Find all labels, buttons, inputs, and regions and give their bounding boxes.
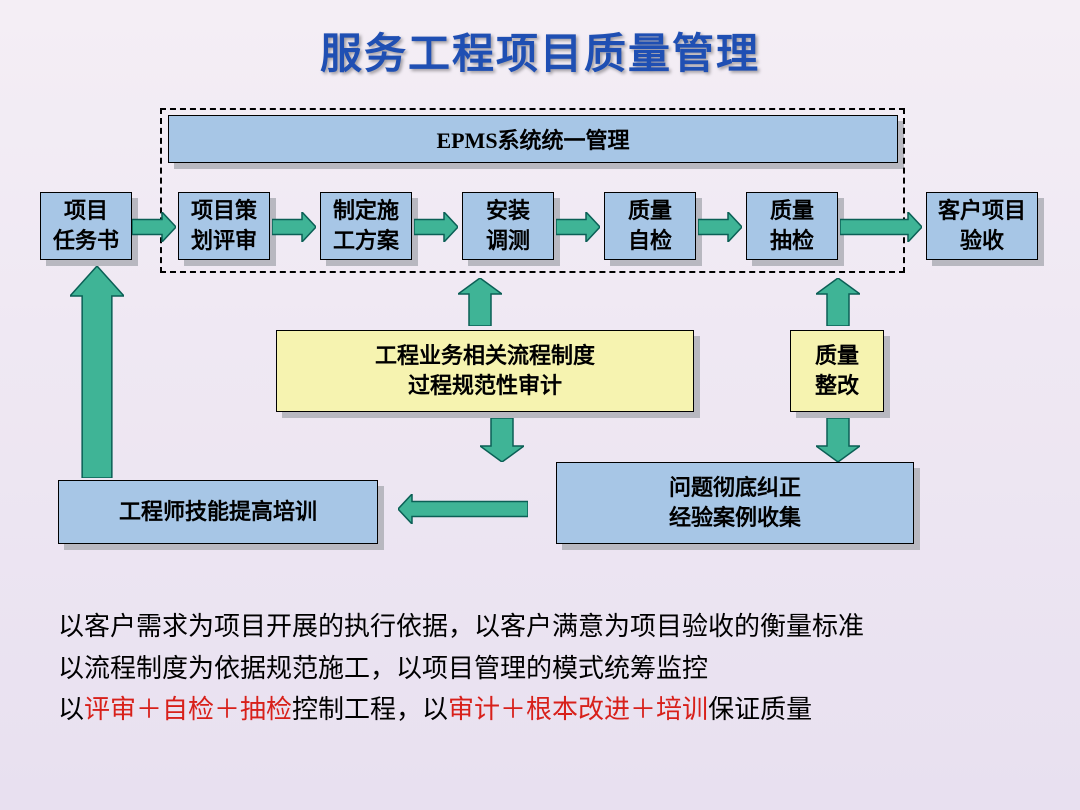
box-training: 工程师技能提高培训 xyxy=(58,480,378,544)
box-install: 安装 调测 xyxy=(462,192,554,260)
epms-header-label: EPMS系统统一管理 xyxy=(436,123,629,155)
arrow-up-icon xyxy=(458,278,502,326)
box-accept-label: 客户项目 验收 xyxy=(938,196,1026,255)
epms-header: EPMS系统统一管理 xyxy=(168,115,898,163)
page-title: 服务工程项目质量管理 xyxy=(0,20,1080,81)
arrow-up-large-icon xyxy=(70,266,124,478)
box-install-label: 安装 调测 xyxy=(486,196,530,255)
arrow-right-icon xyxy=(556,212,600,242)
box-spotchk-label: 质量 抽检 xyxy=(770,196,814,255)
box-collect: 问题彻底纠正 经验案例收集 xyxy=(556,462,914,544)
caption-line-1: 以流程制度为依据规范施工，以项目管理的模式统筹监控 xyxy=(58,648,864,690)
box-rectify-label: 质量 整改 xyxy=(815,341,859,400)
arrow-right-icon xyxy=(840,212,922,242)
box-review-label: 项目策 划评审 xyxy=(191,196,257,255)
arrow-right-icon xyxy=(414,212,458,242)
arrow-up-icon xyxy=(816,278,860,326)
box-plan: 制定施 工方案 xyxy=(320,192,412,260)
box-task: 项目 任务书 xyxy=(40,192,132,260)
box-training-label: 工程师技能提高培训 xyxy=(119,497,317,527)
caption-block: 以客户需求为项目开展的执行依据，以客户满意为项目验收的衡量标准以流程制度为依据规… xyxy=(58,606,864,731)
arrow-down-icon xyxy=(816,418,860,462)
caption-line-2: 以评审＋自检＋抽检控制工程，以审计＋根本改进＋培训保证质量 xyxy=(58,689,864,731)
box-audit: 工程业务相关流程制度 过程规范性审计 xyxy=(276,330,694,412)
box-selfchk: 质量 自检 xyxy=(604,192,696,260)
box-rectify: 质量 整改 xyxy=(790,330,884,412)
box-collect-label: 问题彻底纠正 经验案例收集 xyxy=(669,473,801,532)
box-accept: 客户项目 验收 xyxy=(926,192,1038,260)
box-spotchk: 质量 抽检 xyxy=(746,192,838,260)
box-audit-label: 工程业务相关流程制度 过程规范性审计 xyxy=(375,341,595,400)
arrow-right-icon xyxy=(272,212,316,242)
arrow-right-icon xyxy=(698,212,742,242)
box-selfchk-label: 质量 自检 xyxy=(628,196,672,255)
arrow-right-icon xyxy=(132,212,176,242)
box-task-label: 项目 任务书 xyxy=(53,196,119,255)
box-review: 项目策 划评审 xyxy=(178,192,270,260)
arrow-down-icon xyxy=(480,418,524,462)
caption-line-0: 以客户需求为项目开展的执行依据，以客户满意为项目验收的衡量标准 xyxy=(58,606,864,648)
diagram-canvas: 服务工程项目质量管理 EPMS系统统一管理 项目 任务书 项目策 划评审 制定施 工… xyxy=(0,0,1080,810)
arrow-left-icon xyxy=(398,494,528,524)
box-plan-label: 制定施 工方案 xyxy=(333,196,399,255)
